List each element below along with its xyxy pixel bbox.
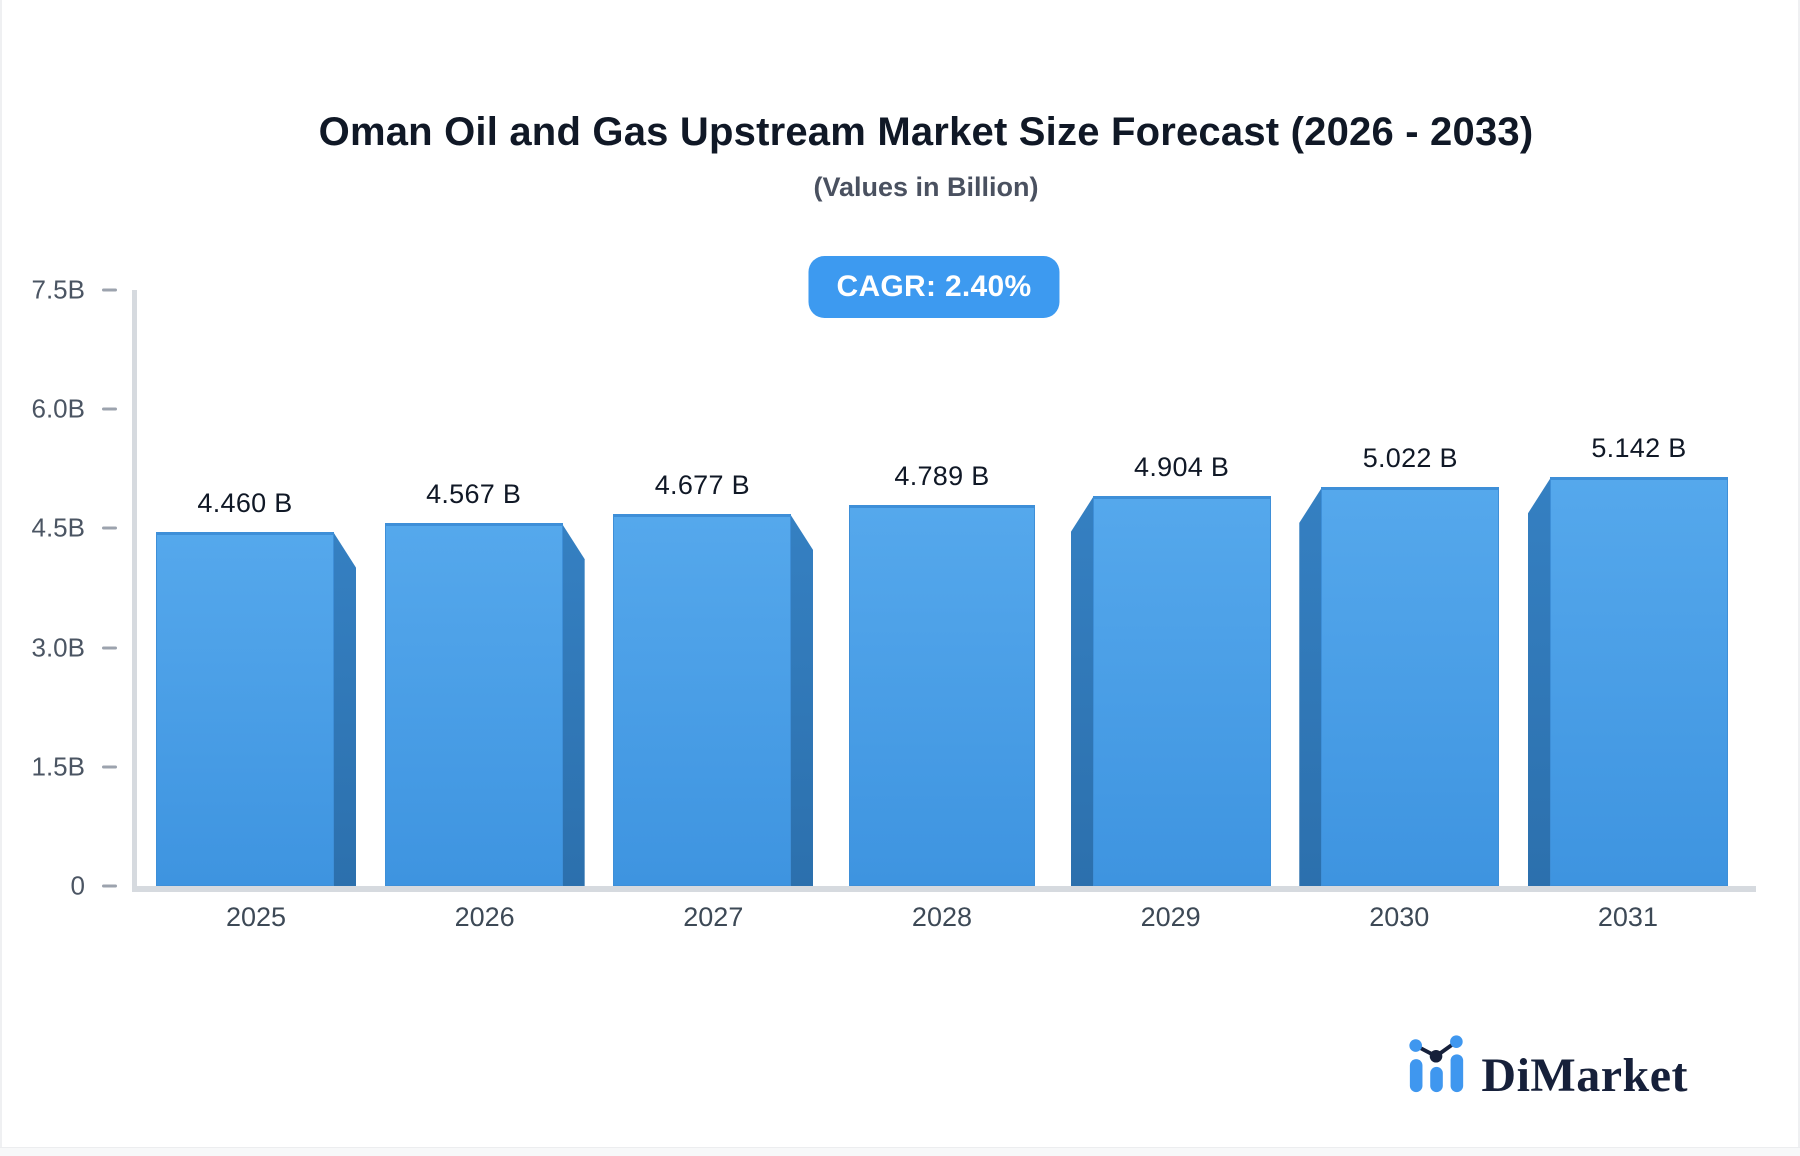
bar-value-label: 4.460 B xyxy=(197,487,293,518)
bar-group-2031[interactable]: 5.142 B xyxy=(1527,290,1728,886)
bar-face xyxy=(1549,477,1728,886)
x-label-2028: 2028 xyxy=(911,902,972,932)
bar-group-2026[interactable]: 4.567 B xyxy=(384,290,585,886)
y-tick-mark xyxy=(102,884,117,888)
page-edge-bottom xyxy=(0,1147,1800,1156)
bar-side-face xyxy=(1527,477,1551,886)
dimarket-logo: DiMarket xyxy=(1406,1033,1688,1100)
bar-side-face xyxy=(1299,486,1323,886)
x-label-2031: 2031 xyxy=(1597,902,1658,932)
y-tick-7.5B: 7.5B xyxy=(21,275,117,306)
bar-group-2028[interactable]: 4.789 B xyxy=(842,290,1042,886)
page-title: Oman Oil and Gas Upstream Market Size Fo… xyxy=(318,110,1534,154)
x-label-2030: 2030 xyxy=(1369,902,1430,932)
y-tick-mark xyxy=(102,407,117,411)
y-tick-mark xyxy=(102,765,117,769)
bars-row: 4.460 B 4.567 B 4.677 B 4.789 B 4.904 B 5.022… xyxy=(132,290,1752,886)
bar-face xyxy=(156,531,334,886)
y-tick-label: 6.0B xyxy=(31,393,86,424)
y-tick-label: 0 xyxy=(70,870,85,901)
page-edge-left xyxy=(0,0,2,1148)
bar-face xyxy=(384,523,563,886)
bar-face xyxy=(1092,496,1271,886)
bar-group-2029[interactable]: 4.904 B xyxy=(1070,290,1271,886)
x-axis-line xyxy=(132,886,1756,892)
x-label-2027: 2027 xyxy=(683,902,744,932)
y-tick-mark xyxy=(102,288,117,292)
bar-value-label: 4.904 B xyxy=(1134,452,1230,483)
bar-value-label: 5.142 B xyxy=(1591,433,1687,464)
plot-area: 4.460 B 4.567 B 4.677 B 4.789 B 4.904 B 5.022… xyxy=(32,275,1756,901)
bar-group-2025[interactable]: 4.460 B xyxy=(156,290,356,886)
bar-value-label: 5.022 B xyxy=(1362,442,1458,473)
bar-side-face xyxy=(1070,496,1094,886)
cagr-badge: CAGR: 2.40% xyxy=(808,256,1060,318)
x-axis-labels: 2025 2026 2027 2028 2029 2030 2031 xyxy=(132,902,1752,933)
y-tick-4.5B: 4.5B xyxy=(21,513,117,544)
bar-face xyxy=(1321,486,1500,886)
bar-side-face xyxy=(333,531,356,886)
bar-side-face xyxy=(561,523,585,886)
y-tick-label: 3.0B xyxy=(31,632,86,663)
bar-face xyxy=(613,514,792,886)
logo-wordmark: DiMarket xyxy=(1481,1049,1688,1102)
bar-value-label: 4.567 B xyxy=(426,479,522,510)
x-label-2029: 2029 xyxy=(1140,902,1201,932)
y-tick-1.5B: 1.5B xyxy=(21,751,117,782)
bar-side-face xyxy=(790,514,814,886)
mini-bar-line-chart-icon xyxy=(1406,1033,1468,1100)
bar-value-label: 4.677 B xyxy=(654,470,750,501)
y-tick-0: 0 xyxy=(21,871,117,902)
page-edge-right xyxy=(1798,0,1800,1148)
bar-group-2027[interactable]: 4.677 B xyxy=(613,290,814,886)
bar-value-label: 4.789 B xyxy=(894,461,990,492)
bar-group-2030[interactable]: 5.022 B xyxy=(1299,290,1500,886)
y-tick-label: 4.5B xyxy=(31,512,86,543)
y-tick-6.0B: 6.0B xyxy=(21,394,117,425)
bar-face xyxy=(848,505,1035,886)
x-label-2025: 2025 xyxy=(225,902,287,932)
y-tick-mark xyxy=(102,646,117,650)
x-label-2026: 2026 xyxy=(454,902,515,932)
y-tick-mark xyxy=(102,526,117,530)
y-tick-label: 7.5B xyxy=(31,274,86,305)
page-subtitle: (Values in Billion) xyxy=(813,172,1039,202)
y-tick-3.0B: 3.0B xyxy=(21,632,117,663)
y-tick-label: 1.5B xyxy=(31,751,86,782)
y-axis-line xyxy=(132,290,137,886)
